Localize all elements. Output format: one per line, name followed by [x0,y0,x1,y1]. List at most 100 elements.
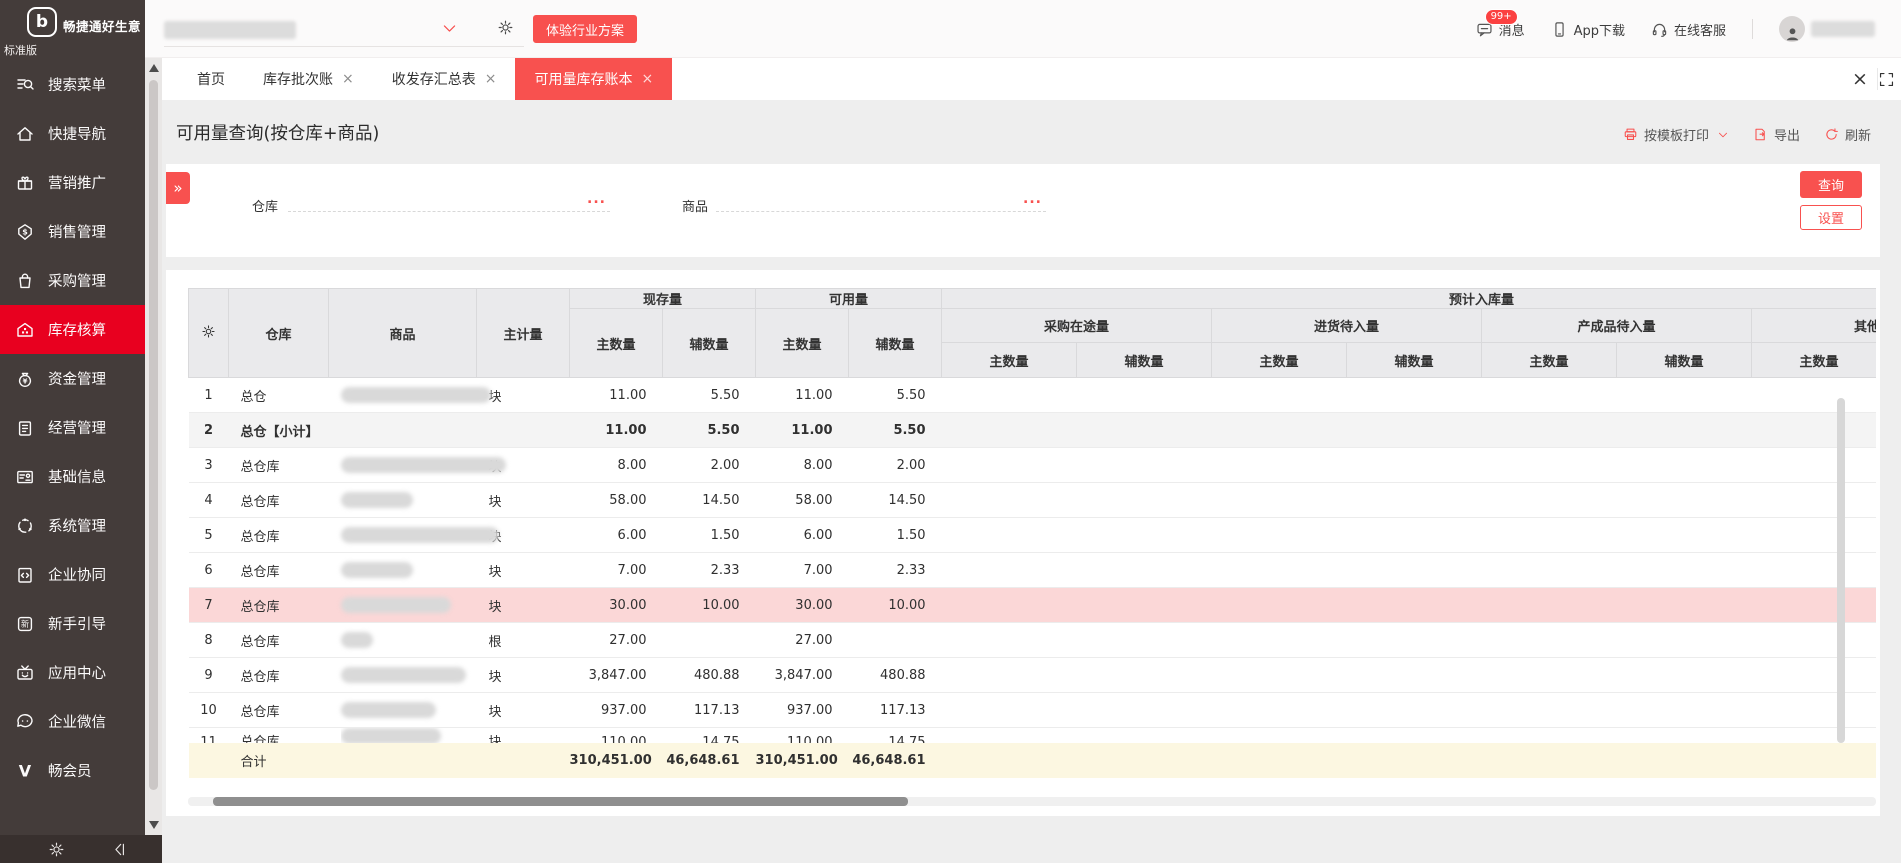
table-cell: 8.00 [755,447,849,483]
sidebar-item-member[interactable]: V 畅会员 [0,746,145,795]
scrollbar-thumb[interactable] [149,80,158,790]
column-settings-gear-icon[interactable] [188,288,229,378]
tab-收发存汇总表[interactable]: 收发存汇总表 × [373,58,516,100]
inventory-icon [15,320,35,340]
sidebar-scrollbar[interactable] [145,58,162,835]
table-horizontal-scrollbar[interactable] [188,797,1876,806]
report-toolbar: 按模板打印 导出 刷新 [1623,125,1871,144]
sidebar-item-guide[interactable]: 新 新手引导 [0,599,145,648]
sidebar-item-collaboration[interactable]: 企业协同 [0,550,145,599]
table-row[interactable]: 1 总仓块 11.00 5.50 11.00 5.50 [188,377,1876,413]
scroll-down-arrow-icon[interactable] [148,821,159,829]
table-cell [1481,552,1617,588]
table-cell: 块 [488,735,502,743]
warehouse-picker-ellipsis[interactable]: ... [587,191,606,207]
product-picker-ellipsis[interactable]: ... [1023,191,1042,207]
table-row[interactable]: 7 总仓库块 30.00 10.00 30.00 10.00 [188,587,1876,623]
table-cell: 总仓库 [228,622,329,658]
col-qty-aux: 辅数量 [1616,342,1753,378]
table-cell [941,412,1077,448]
warehouse-filter-input[interactable]: ... [288,182,610,212]
gift-icon [15,173,35,193]
scroll-up-arrow-icon[interactable] [148,64,159,72]
app-download-button[interactable]: App下载 [1551,20,1625,39]
sidebar-item-gift[interactable]: 营销推广 [0,158,145,207]
table-row[interactable]: 10 总仓库块 937.00 117.13 937.00 117.13 [188,692,1876,728]
sidebar-item-label: 销售管理 [48,225,106,241]
sidebar-item-app-center[interactable]: 应用中心 [0,648,145,697]
sidebar-item-inventory[interactable]: 库存核算 [0,305,145,354]
sidebar-item-wechat[interactable]: 企业微信 [0,697,145,746]
tab-label: 收发存汇总表 [391,72,476,88]
table-row[interactable]: 2 总仓【小计】 11.00 5.50 11.00 5.50 [188,412,1876,448]
close-tab-icon[interactable]: × [484,71,497,87]
headset-icon [1651,21,1668,38]
sidebar-item-sales[interactable]: $ 销售管理 [0,207,145,256]
table-cell [941,377,1077,413]
sidebar-item-label: 企业微信 [48,715,106,731]
table-cell [1616,517,1752,553]
table-row[interactable]: 6 总仓库块 7.00 2.33 7.00 2.33 [188,552,1876,588]
close-tab-icon[interactable]: × [641,71,654,87]
query-button[interactable]: 查询 [1800,171,1862,198]
tab-首页[interactable]: 首页 [178,58,244,100]
export-tool-button[interactable]: 导出 [1753,125,1800,144]
online-support-button[interactable]: 在线客服 [1651,20,1726,39]
table-row[interactable]: 3总仓库块8.002.008.002.00 [188,447,1876,483]
operations-icon [15,418,35,438]
col-qty-main: 主数量 [941,342,1078,378]
table-row[interactable]: 4 总仓库块 58.00 14.50 58.00 14.50 [188,482,1876,518]
table-row[interactable]: 9 总仓库块 3,847.00 480.88 3,847.00 480.88 [188,657,1876,693]
table-cell [848,622,942,658]
sidebar-item-search-menu[interactable]: 搜索菜单 [0,60,145,109]
user-menu[interactable] [1779,16,1875,42]
table-cell [1481,622,1617,658]
fullscreen-icon[interactable] [1878,71,1895,88]
refresh-tool-button[interactable]: 刷新 [1824,125,1871,144]
group-incoming: 预计入库量 [941,288,1876,309]
message-bubble-icon [1476,21,1493,38]
sidebar-item-label: 基础信息 [48,470,106,486]
settings-gear-icon[interactable] [48,841,65,858]
table-cell: 5.50 [662,377,756,413]
company-name-redacted[interactable] [164,21,296,39]
sidebar-item-home[interactable]: 快捷导航 [0,109,145,158]
sidebar-item-label: 畅会员 [48,764,92,780]
close-tab-icon[interactable]: × [342,71,354,87]
tab-可用量库存账本[interactable]: 可用量库存账本 × [515,58,673,100]
messages-button[interactable]: 消息 99+ [1476,8,1525,39]
export-icon [1753,127,1768,142]
product-filter-input[interactable]: ... [716,182,1046,212]
table-row[interactable]: 11 总仓库 块 110.00 14.75 110.00 14.75 [189,728,1877,743]
trial-plan-button[interactable]: 体验行业方案 [533,15,638,43]
table-cell: 块 [476,657,570,693]
sidebar-item-purchase[interactable]: 采购管理 [0,256,145,305]
scrollbar-thumb[interactable] [213,797,908,806]
tab-库存批次账[interactable]: 库存批次账 × [244,58,373,100]
table-cell: 2.33 [662,552,756,588]
table-cell [941,587,1077,623]
printer-tool-button[interactable]: 按模板打印 [1623,125,1729,144]
collapse-sidebar-icon[interactable] [111,841,128,858]
table-row[interactable]: 8 总仓库根 27.00 27.00 [188,622,1876,658]
username-redacted [1811,21,1875,37]
table-row[interactable]: 5总仓库块6.001.506.001.50 [188,517,1876,553]
app-center-icon [15,663,35,683]
chevron-down-icon[interactable] [441,20,458,37]
table-cell [1076,377,1212,413]
close-all-tabs-icon[interactable]: × [1852,68,1868,90]
table-cell: 11.00 [755,377,849,413]
sidebar-item-label: 营销推广 [48,176,106,192]
sidebar-item-operations[interactable]: 经营管理 [0,403,145,452]
sidebar-item-funds[interactable]: ¥ 资金管理 [0,354,145,403]
search-menu-icon [15,75,35,95]
table-cell [328,552,477,588]
gear-icon[interactable] [497,19,514,36]
expand-filter-button[interactable]: » [166,172,190,204]
sidebar-item-system[interactable]: 系统管理 [0,501,145,550]
table-vertical-scrollbar[interactable] [1837,398,1845,743]
sidebar-item-basic-info[interactable]: 基础信息 [0,452,145,501]
settings-button[interactable]: 设置 [1800,205,1862,230]
table-cell: 2.00 [662,447,756,483]
brand-area: b 畅捷通好生意 标准版 [0,0,145,58]
